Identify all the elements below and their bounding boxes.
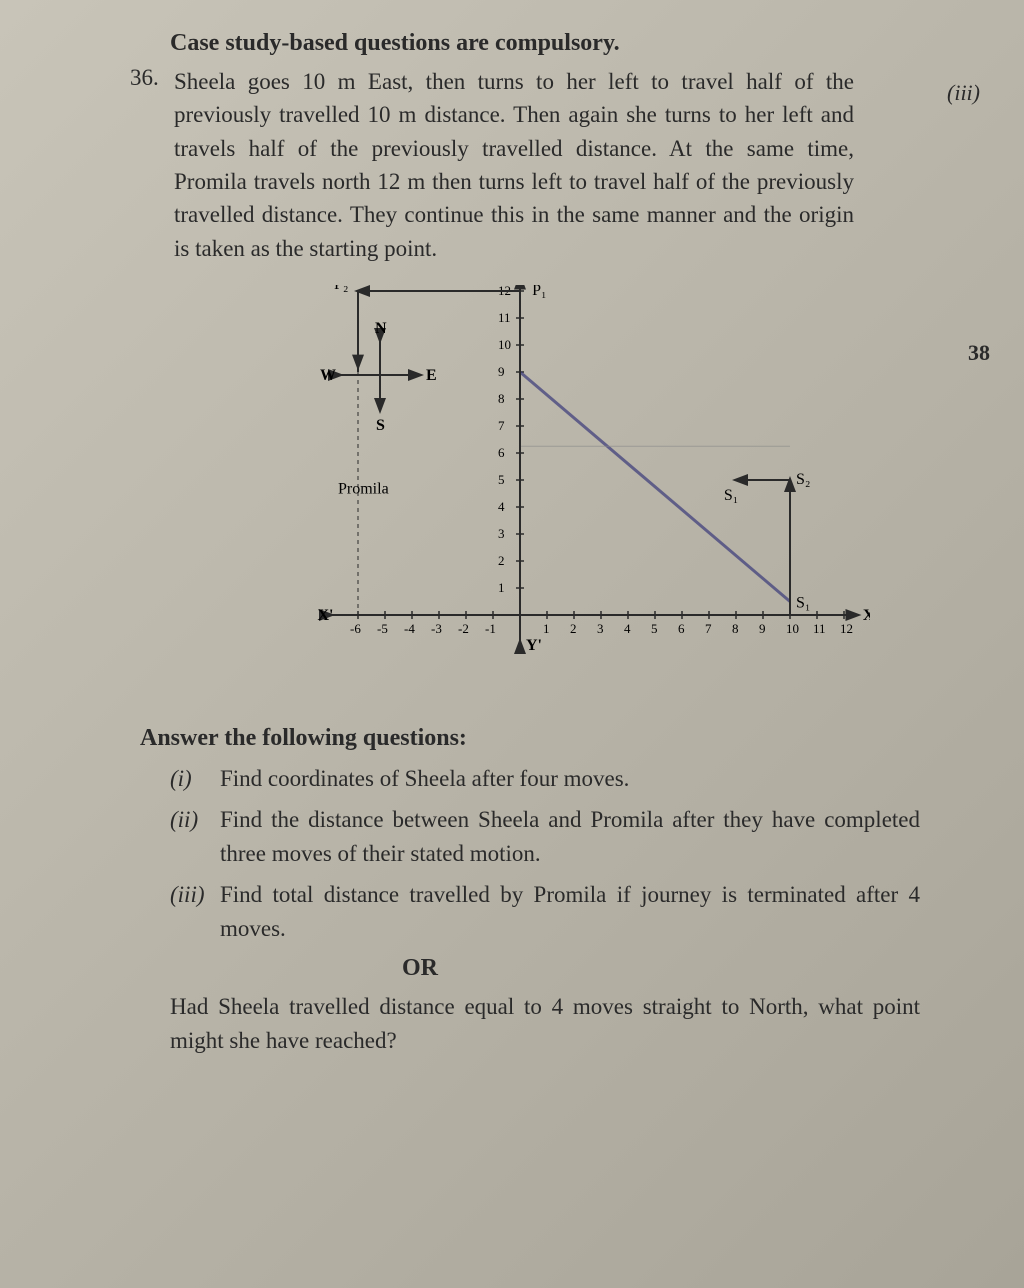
- svg-text:S: S: [376, 417, 385, 434]
- svg-text:E: E: [426, 367, 437, 384]
- svg-text:5: 5: [498, 472, 505, 487]
- sub-text-i: Find coordinates of Sheela after four mo…: [220, 762, 920, 797]
- svg-text:-5: -5: [377, 621, 388, 636]
- sub-i: (i) Find coordinates of Sheela after fou…: [170, 762, 920, 797]
- sub-text-ii: Find the distance between Sheela and Pro…: [220, 803, 920, 872]
- margin-38: 38: [968, 340, 990, 366]
- svg-text:X': X': [318, 607, 334, 624]
- svg-text:12: 12: [840, 621, 853, 636]
- or-label: OR: [390, 955, 450, 982]
- graph-svg: XX'YY'-6-5-4-3-2-11234567891011121234567…: [190, 285, 870, 705]
- svg-text:5: 5: [651, 621, 658, 636]
- svg-text:8: 8: [732, 621, 739, 636]
- sub-questions: (i) Find coordinates of Sheela after fou…: [170, 762, 920, 947]
- svg-text:-2: -2: [458, 621, 469, 636]
- svg-text:3: 3: [597, 621, 604, 636]
- question-text: Sheela goes 10 m East, then turns to her…: [174, 65, 854, 265]
- svg-text:1: 1: [543, 621, 550, 636]
- sub-ii: (ii) Find the distance between Sheela an…: [170, 803, 920, 872]
- svg-text:-6: -6: [350, 621, 361, 636]
- question-block: 36. Sheela goes 10 m East, then turns to…: [130, 65, 920, 265]
- svg-text:7: 7: [705, 621, 712, 636]
- svg-text:9: 9: [498, 364, 505, 379]
- svg-text:2: 2: [570, 621, 577, 636]
- svg-text:-4: -4: [404, 621, 415, 636]
- svg-text:6: 6: [678, 621, 685, 636]
- svg-text:4: 4: [498, 499, 505, 514]
- margin-iii: (iii): [947, 80, 980, 106]
- coordinate-graph: XX'YY'-6-5-4-3-2-11234567891011121234567…: [190, 285, 870, 705]
- svg-text:-1: -1: [485, 621, 496, 636]
- alternate-question: Had Sheela travelled distance equal to 4…: [170, 990, 920, 1059]
- svg-text:7: 7: [498, 418, 505, 433]
- svg-text:1: 1: [498, 580, 505, 595]
- sub-text-iii: Find total distance travelled by Promila…: [220, 878, 920, 947]
- svg-text:10: 10: [498, 337, 511, 352]
- question-number: 36.: [130, 65, 170, 91]
- svg-text:W: W: [320, 367, 336, 384]
- svg-text:S₁: S₁: [796, 595, 810, 612]
- svg-text:9: 9: [759, 621, 766, 636]
- svg-text:S₂: S₂: [796, 471, 810, 488]
- svg-text:4: 4: [624, 621, 631, 636]
- svg-text:3: 3: [498, 526, 505, 541]
- svg-text:Promila: Promila: [338, 481, 389, 498]
- svg-text:11: 11: [813, 621, 826, 636]
- svg-text:-3: -3: [431, 621, 442, 636]
- page-content: Case study-based questions are compulsor…: [100, 10, 950, 1079]
- svg-text:P₂: P₂: [334, 285, 348, 293]
- svg-text:2: 2: [498, 553, 505, 568]
- sub-num-ii: (ii): [170, 803, 220, 872]
- svg-text:P₁: P₁: [532, 285, 546, 299]
- answer-heading: Answer the following questions:: [140, 725, 920, 752]
- svg-text:11: 11: [498, 310, 511, 325]
- svg-text:6: 6: [498, 445, 505, 460]
- sub-num-i: (i): [170, 762, 220, 797]
- section-heading: Case study-based questions are compulsor…: [170, 30, 920, 57]
- sub-iii: (iii) Find total distance travelled by P…: [170, 878, 920, 947]
- svg-text:10: 10: [786, 621, 799, 636]
- svg-text:S₁: S₁: [724, 487, 738, 504]
- sub-num-iii: (iii): [170, 878, 220, 947]
- svg-text:N: N: [375, 320, 387, 337]
- svg-text:X: X: [863, 607, 870, 624]
- svg-text:Y': Y': [526, 637, 542, 654]
- svg-text:8: 8: [498, 391, 505, 406]
